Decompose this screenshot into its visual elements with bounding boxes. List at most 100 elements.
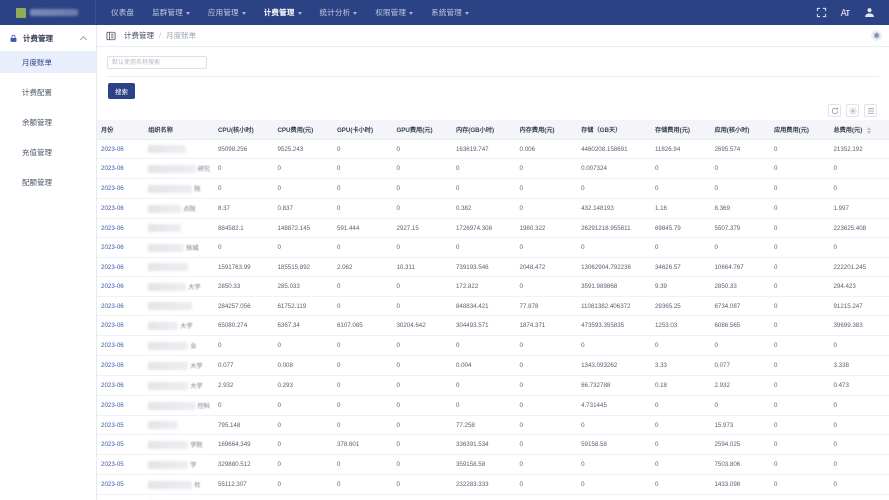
table-row[interactable]: 2023-06 院 0 0 0 0 0 0 0 0 0 0 0 [97,178,889,199]
col-gpu-card-hours[interactable]: GPU(卡小时) [332,120,393,140]
top-menu-item-application[interactable]: 应用管理 [199,0,255,25]
sidebar-item-balance[interactable]: 余额管理 [0,111,96,133]
table-row[interactable]: 2023-06 研究 0 0 0 0 0 0 0.007324 0 0 0 0 [97,158,889,179]
cell-value-9: 0 [769,474,830,495]
table-row[interactable]: 2023-06 大学 2.932 0.293 0 0 0 0 66.732788 0.18 2.93… [97,375,889,396]
cell-value-0: 2850.33 [213,276,274,297]
cell-value-4: 0 [451,395,516,416]
search-button[interactable]: 搜索 [108,83,135,99]
table-row[interactable]: 2023-06 控科 0 0 0 0 0 0 4.731445 0 0 0 0 [97,395,889,416]
gear-icon[interactable] [871,30,882,41]
brand-logo-area[interactable] [0,0,95,25]
font-size-icon[interactable] [840,7,851,18]
cell-value-6: 0 [577,454,651,475]
cell-value-6: 4460208.158691 [577,139,651,159]
col-memory-cost[interactable]: 内存费用(元) [515,120,578,140]
cell-org-name: 学院 [144,434,214,455]
sidebar-item-billing-config[interactable]: 计费配置 [0,81,96,103]
table-row[interactable]: 2023-06 技城 0 0 0 0 0 0 0 0 0 0 0 [97,237,889,258]
top-menu-item-cluster[interactable]: 监群管理 [143,0,199,25]
cell-value-8: 2.932 [710,375,770,396]
col-cpu-cost[interactable]: CPU费用(元) [273,120,333,140]
redacted-org-name [148,243,185,252]
table-row[interactable]: 2023-06 284257.056 61752.119 0 0 848834.421 77… [97,296,889,316]
cell-value-1: 61752.119 [273,296,333,316]
table-row[interactable]: 2023-06 1591763.99 185515.892 2.062 10.311 73… [97,257,889,277]
redacted-org-name [148,302,193,310]
table-row[interactable]: 2023-05 学院 169664.349 0 378.601 0 336391.534 0 5… [97,434,889,455]
cell-value-2: 0 [332,139,393,159]
cell-value-2: 378.601 [332,434,393,455]
cell-value-2: 0 [332,276,393,297]
org-name-suffix: 大学 [188,284,201,291]
cell-value-1: 0 [273,474,333,495]
sidebar-item-recharge[interactable]: 充值管理 [0,141,96,163]
col-month[interactable]: 月份 [97,120,145,140]
density-icon[interactable] [864,104,877,117]
search-row [107,56,879,69]
cell-value-4: 0.382 [451,198,516,219]
redacted-org-name [148,341,189,350]
table-row[interactable]: 2023-05 学 329880.512 0 0 0 359158.58 0 0 0 7503.80… [97,454,889,475]
table-row[interactable]: 2023-05 社 55112.307 0 0 0 232283.333 0 0 0 1433.09… [97,474,889,495]
table-row[interactable]: 2023-06 点院 8.37 0.837 0 0 0.382 0 432.148193 1.16… [97,198,889,219]
table-row[interactable]: 2023-05 795.148 0 0 0 77.258 0 0 0 15.973 0 0 [97,415,889,435]
table-row[interactable]: 2023-06 大学 0.077 0.008 0 0 0.004 0 1343.093262 3.… [97,355,889,376]
table-row[interactable]: 2023-05院 [97,494,889,500]
col-gpu-cost[interactable]: GPU费用(元) [392,120,452,140]
billing-table-wrapper[interactable]: 月份 组织名称 CPU(核小时) CPU费用(元) GPU(卡小时) GPU费用… [97,120,889,500]
redacted-org-name [148,184,193,193]
col-app-cost[interactable]: 应用费用(元) [769,120,830,140]
sidebar-item-monthly-bill[interactable]: 月度账单 [0,51,96,73]
user-avatar-icon[interactable] [864,7,875,18]
col-org-name[interactable]: 组织名称 [144,120,214,140]
fullscreen-icon[interactable] [816,7,827,18]
refresh-icon[interactable] [828,104,841,117]
top-menu-item-permissions[interactable]: 权限管理 [366,0,422,25]
sidebar-item-quota[interactable]: 配额管理 [0,171,96,193]
top-menu-item-analytics[interactable]: 统计分析 [311,0,367,25]
cell-org-name: 学 [144,454,214,475]
cell-month: 2023-06 [97,158,145,179]
table-row[interactable]: 2023-06 大学 2850.33 285.033 0 0 172.822 0 3591.98… [97,276,889,297]
cell-value-10 [829,494,889,500]
table-header: 月份 组织名称 CPU(核小时) CPU费用(元) GPU(卡小时) GPU费用… [97,120,889,140]
col-memory-gb-hours[interactable]: 内存(GB小时) [451,120,516,140]
cell-value-5: 0 [515,395,578,416]
top-menu-item-dashboard[interactable]: 仪表盘 [102,0,143,25]
column-settings-icon[interactable] [846,104,859,117]
cell-value-3 [392,494,452,500]
cell-value-1: 0 [273,237,333,258]
table-header-row: 月份 组织名称 CPU(核小时) CPU费用(元) GPU(卡小时) GPU费用… [97,120,889,140]
col-app-core-hours[interactable]: 应用(核小时) [710,120,770,140]
cell-value-7: 0 [650,415,711,435]
cell-value-1: 148872.145 [273,218,333,238]
cell-value-10: 3.338 [829,355,889,376]
sort-icon[interactable] [867,126,872,134]
cell-month: 2023-06 [97,335,145,356]
top-navigation-bar: 仪表盘 监群管理 应用管理 计费管理 统计分析 权限管理 系统管理 [0,0,889,25]
table-row[interactable]: 2023-06 95098.256 9525.243 0 0 163619.747 0.00… [97,139,889,159]
table-row[interactable]: 2023-06 884582.1 148872.145 591.444 2927.15 1… [97,218,889,238]
col-cpu-core-hours[interactable]: CPU(核小时) [213,120,274,140]
sidebar-group-billing[interactable]: 计费管理 [0,25,96,51]
sidebar-group-label: 计费管理 [23,33,53,43]
top-menu-item-system[interactable]: 系统管理 [422,0,478,25]
col-storage-gb-days[interactable]: 存储（GB天） [577,120,651,140]
top-menu-item-billing[interactable]: 计费管理 [255,0,311,25]
cell-value-9: 0 [769,257,830,277]
cell-value-8: 10664.767 [710,257,770,277]
col-total-cost[interactable]: 总费用(元) [829,120,889,140]
table-body: 2023-06 95098.256 9525.243 0 0 163619.747 0.00… [97,139,889,500]
table-row[interactable]: 2023-06 业 0 0 0 0 0 0 0 0 0 0 0 [97,335,889,356]
col-storage-cost[interactable]: 存储费用(元) [650,120,711,140]
cell-value-8: 0 [710,335,770,356]
breadcrumb-parent[interactable]: 计费管理 [124,31,154,40]
redacted-org-name [148,440,189,449]
menu-collapse-icon[interactable] [106,31,116,41]
chevron-up-icon[interactable] [79,35,88,43]
search-input[interactable] [107,56,207,69]
table-row[interactable]: 2023-06 大学 65080.274 6367.34 6107.085 30204.6… [97,315,889,336]
cell-value-4: 359158.58 [451,454,516,475]
redacted-org-name [148,164,196,173]
